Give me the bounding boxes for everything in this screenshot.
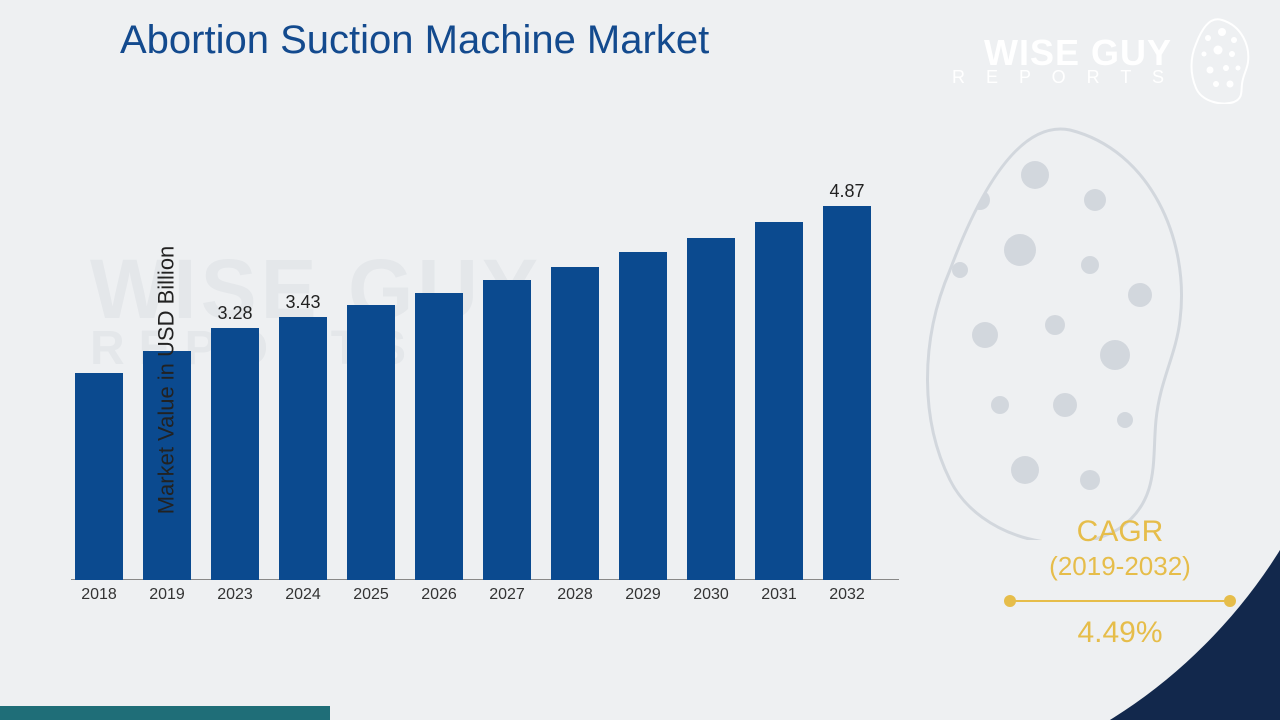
y-axis-label: Market Value in USD Billion — [153, 246, 179, 515]
bar-slot: 2030 — [687, 238, 735, 580]
x-tick-label: 2029 — [625, 586, 661, 604]
cagr-label: CAGR — [990, 515, 1250, 549]
bar — [687, 238, 735, 580]
bar — [755, 222, 803, 580]
x-tick-label: 2031 — [761, 586, 797, 604]
bar-slot: 2031 — [755, 222, 803, 580]
bar — [823, 206, 871, 580]
bar-slot: 2018 — [75, 373, 123, 580]
bar — [211, 328, 259, 580]
x-tick-label: 2030 — [693, 586, 729, 604]
bottom-accent-strip — [0, 706, 330, 720]
bar-slot: 3.432024 — [279, 317, 327, 580]
cagr-value: 4.49% — [990, 616, 1250, 650]
bar-slot: 3.282023 — [211, 328, 259, 580]
bar — [483, 280, 531, 580]
bar-slot: 2025 — [347, 305, 395, 580]
x-tick-label: 2024 — [285, 586, 321, 604]
bar-slot: 4.872032 — [823, 206, 871, 580]
bar — [619, 252, 667, 580]
chart-plot-area: 201820193.2820233.4320242025202620272028… — [75, 150, 895, 580]
bar — [347, 305, 395, 580]
x-tick-label: 2018 — [81, 586, 117, 604]
bar-slot: 2026 — [415, 293, 463, 580]
x-tick-label: 2027 — [489, 586, 525, 604]
bar-value-label: 3.43 — [285, 292, 320, 313]
x-tick-label: 2028 — [557, 586, 593, 604]
logo-head-icon — [1184, 18, 1254, 104]
bar-slot: 2029 — [619, 252, 667, 580]
x-tick-label: 2019 — [149, 586, 185, 604]
x-tick-label: 2025 — [353, 586, 389, 604]
bar-value-label: 3.28 — [217, 303, 252, 324]
chart-title: Abortion Suction Machine Market — [120, 18, 709, 63]
head-profile-watermark — [860, 120, 1200, 540]
bar — [75, 373, 123, 580]
cagr-block: CAGR (2019-2032) 4.49% — [990, 515, 1250, 650]
bar — [551, 267, 599, 580]
bar-slot: 2027 — [483, 280, 531, 580]
cagr-divider-line — [1010, 600, 1230, 602]
x-tick-label: 2032 — [829, 586, 865, 604]
bar-slot: 2028 — [551, 267, 599, 580]
stage: WISE GUY REPORTS Abortion Suction Machin… — [0, 0, 1280, 720]
logo-sub-text: R E P O R T S — [952, 69, 1172, 85]
bar-value-label: 4.87 — [829, 181, 864, 202]
cagr-range: (2019-2032) — [990, 551, 1250, 582]
bar — [279, 317, 327, 580]
brand-logo: WISE GUY R E P O R T S — [952, 18, 1254, 104]
bar — [415, 293, 463, 580]
x-tick-label: 2023 — [217, 586, 253, 604]
x-tick-label: 2026 — [421, 586, 457, 604]
